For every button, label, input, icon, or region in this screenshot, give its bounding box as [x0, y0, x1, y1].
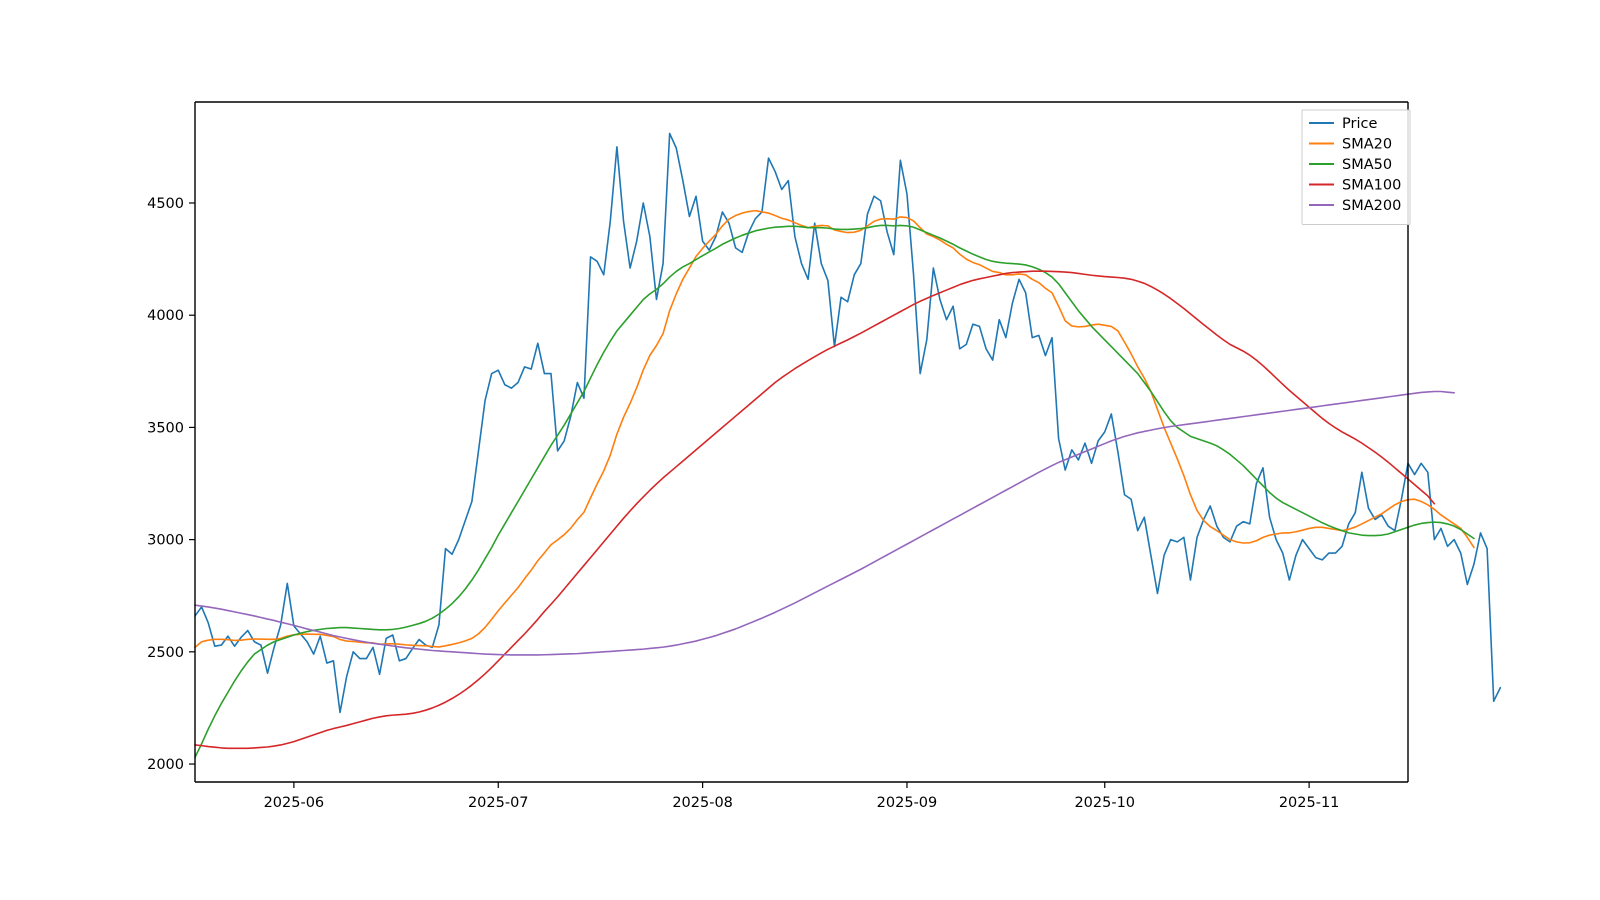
legend-background [1301, 109, 1411, 225]
x-tick-label: 2025-11 [1279, 795, 1340, 811]
legend-label-sma100[interactable]: SMA100 [1342, 178, 1401, 194]
series-line-sma50 [194, 224, 1475, 759]
legend-label-sma200[interactable]: SMA200 [1342, 198, 1401, 214]
series-lines [194, 132, 1502, 759]
legend-label-sma20[interactable]: SMA20 [1342, 137, 1392, 153]
chart-legend[interactable]: Price SMA20 SMA50 SMA100 SMA200 [1301, 109, 1411, 225]
x-axis-ticks: 2025-06 2025-07 2025-08 2025-09 2025-10 2025-… [264, 782, 1340, 811]
series-line-sma20 [194, 209, 1475, 649]
y-tick-label: 3500 [147, 420, 184, 436]
x-tick-label: 2025-06 [264, 795, 325, 811]
y-tick-label: 2500 [147, 645, 184, 661]
x-tick-label: 2025-09 [877, 795, 938, 811]
y-tick-label: 4000 [147, 308, 184, 324]
y-axis-ticks: 2000 2500 3000 3500 4000 4500 [147, 196, 195, 773]
y-tick-label: 3000 [147, 533, 184, 549]
y-tick-label: 4500 [147, 196, 184, 212]
x-tick-label: 2025-08 [672, 795, 733, 811]
x-tick-label: 2025-07 [468, 795, 529, 811]
x-tick-label: 2025-10 [1074, 795, 1135, 811]
y-tick-label: 2000 [147, 757, 184, 773]
legend-label-price[interactable]: Price [1342, 116, 1377, 132]
legend-label-sma50[interactable]: SMA50 [1342, 157, 1392, 173]
series-line-sma200 [194, 390, 1455, 656]
series-line-sma100 [194, 270, 1436, 750]
